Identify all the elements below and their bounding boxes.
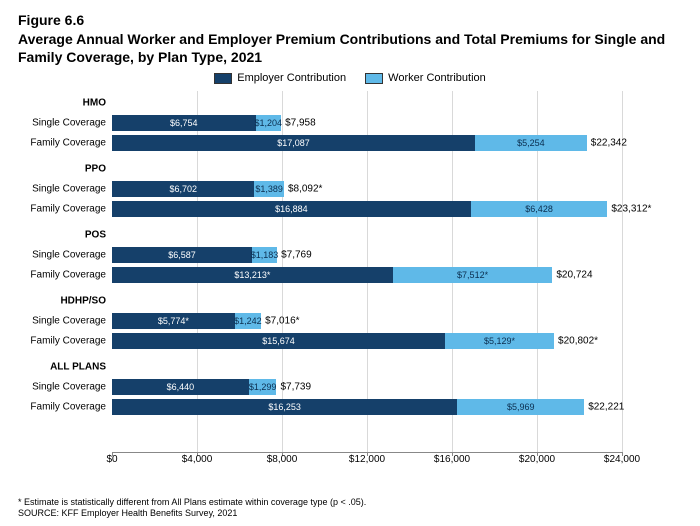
legend-employer: Employer Contribution [214,72,346,84]
source-text: SOURCE: KFF Employer Health Benefits Sur… [18,508,682,520]
bar-row: Single Coverage$6,702$1,389$8,092* [112,179,622,199]
row-label: Family Coverage [30,269,106,280]
bar-stack: $6,702$1,389 [112,181,284,197]
total-label: $7,769 [281,249,312,260]
total-label: $20,802* [558,335,598,346]
legend-label-employer: Employer Contribution [237,72,346,84]
legend: Employer Contribution Worker Contributio… [18,72,682,87]
group-header: HDHP/SO [112,291,622,311]
segment-worker: $1,204 [256,115,282,131]
segment-employer: $15,674 [112,333,445,349]
group-header: HMO [112,93,622,113]
row-label: Family Coverage [30,137,106,148]
bar-stack: $16,884$6,428 [112,201,607,217]
chart-area: $0$4,000$8,000$12,000$16,000$20,000$24,0… [112,91,622,471]
segment-worker: $5,129* [445,333,554,349]
row-label: Family Coverage [30,401,106,412]
segment-worker: $1,299 [249,379,277,395]
legend-label-worker: Worker Contribution [388,72,486,84]
segment-worker: $6,428 [471,201,608,217]
row-label: Single Coverage [32,315,106,326]
row-label: Family Coverage [30,335,106,346]
group-header: PPO [112,159,622,179]
bar-row: Single Coverage$5,774*$1,242$7,016* [112,311,622,331]
bar-stack: $17,087$5,254 [112,135,587,151]
row-label: Single Coverage [32,381,106,392]
total-label: $20,724 [556,269,592,280]
segment-worker: $5,254 [475,135,587,151]
footnote-text: * Estimate is statistically different fr… [18,497,682,509]
figure-number: Figure 6.6 [18,12,682,28]
total-label: $7,958 [285,117,316,128]
segment-employer: $6,702 [112,181,254,197]
bar-row: Single Coverage$6,440$1,299$7,739 [112,377,622,397]
segment-worker: $7,512* [393,267,553,283]
bar-row: Family Coverage$16,253$5,969$22,221 [112,397,622,417]
x-tick-label: $16,000 [434,454,470,465]
total-label: $7,016* [265,315,299,326]
segment-employer: $6,587 [112,247,252,263]
row-label: Single Coverage [32,249,106,260]
legend-swatch-worker [365,73,383,84]
bar-row: Family Coverage$13,213*$7,512*$20,724 [112,265,622,285]
segment-worker: $1,389 [254,181,284,197]
row-label: Single Coverage [32,183,106,194]
chart-title: Average Annual Worker and Employer Premi… [18,30,682,66]
footnotes: * Estimate is statistically different fr… [18,497,682,520]
group-label: HMO [83,97,106,108]
group-label: ALL PLANS [50,361,106,372]
row-label: Single Coverage [32,117,106,128]
x-tick-label: $0 [106,454,117,465]
plot: $0$4,000$8,000$12,000$16,000$20,000$24,0… [112,91,622,453]
bar-stack: $6,754$1,204 [112,115,281,131]
group-label: POS [85,229,106,240]
segment-employer: $16,884 [112,201,471,217]
bar-stack: $5,774*$1,242 [112,313,261,329]
segment-employer: $6,440 [112,379,249,395]
bar-stack: $6,587$1,183 [112,247,277,263]
legend-worker: Worker Contribution [365,72,486,84]
segment-employer: $13,213* [112,267,393,283]
segment-employer: $17,087 [112,135,475,151]
group-label: HDHP/SO [60,295,106,306]
bar-row: Single Coverage$6,754$1,204$7,958 [112,113,622,133]
x-tick-label: $20,000 [519,454,555,465]
bar-row: Family Coverage$16,884$6,428$23,312* [112,199,622,219]
x-tick-label: $4,000 [182,454,213,465]
total-label: $22,221 [588,401,624,412]
bar-stack: $16,253$5,969 [112,399,584,415]
bar-stack: $15,674$5,129* [112,333,554,349]
segment-worker: $1,242 [235,313,261,329]
x-tick-label: $8,000 [267,454,298,465]
total-label: $22,342 [591,137,627,148]
total-label: $7,739 [280,381,311,392]
group-label: PPO [85,163,106,174]
segment-worker: $1,183 [252,247,277,263]
bar-stack: $6,440$1,299 [112,379,276,395]
bar-row: Single Coverage$6,587$1,183$7,769 [112,245,622,265]
segment-worker: $5,969 [457,399,584,415]
bar-stack: $13,213*$7,512* [112,267,552,283]
bar-row: Family Coverage$17,087$5,254$22,342 [112,133,622,153]
bar-row: Family Coverage$15,674$5,129*$20,802* [112,331,622,351]
total-label: $23,312* [611,203,651,214]
total-label: $8,092* [288,183,322,194]
x-tick-label: $12,000 [349,454,385,465]
group-header: ALL PLANS [112,357,622,377]
segment-employer: $5,774* [112,313,235,329]
segment-employer: $6,754 [112,115,256,131]
row-label: Family Coverage [30,203,106,214]
group-header: POS [112,225,622,245]
x-tick-label: $24,000 [604,454,640,465]
legend-swatch-employer [214,73,232,84]
segment-employer: $16,253 [112,399,457,415]
